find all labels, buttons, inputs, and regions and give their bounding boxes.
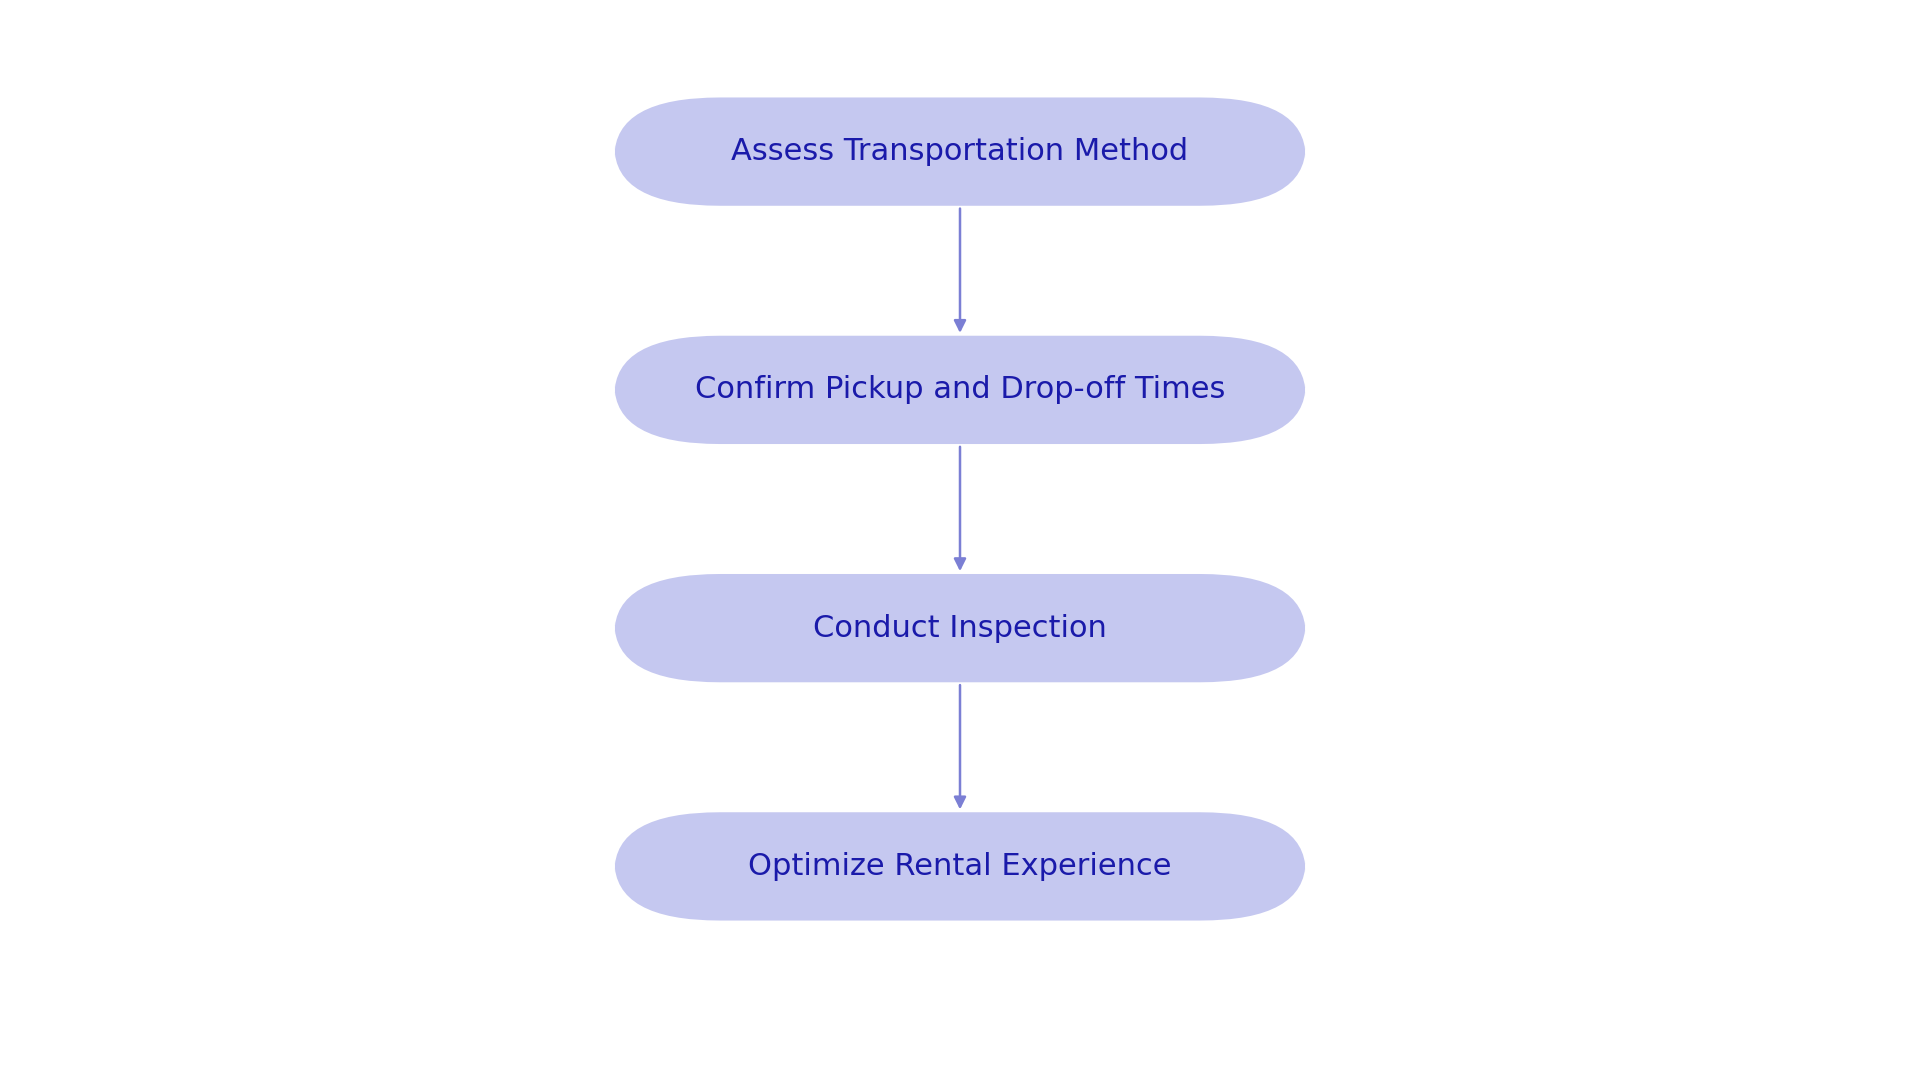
Text: Confirm Pickup and Drop-off Times: Confirm Pickup and Drop-off Times xyxy=(695,376,1225,404)
FancyBboxPatch shape xyxy=(614,574,1306,682)
Text: Conduct Inspection: Conduct Inspection xyxy=(812,614,1108,642)
Text: Optimize Rental Experience: Optimize Rental Experience xyxy=(749,852,1171,880)
FancyBboxPatch shape xyxy=(614,97,1306,206)
FancyBboxPatch shape xyxy=(614,336,1306,444)
Text: Assess Transportation Method: Assess Transportation Method xyxy=(732,138,1188,166)
FancyBboxPatch shape xyxy=(614,812,1306,921)
